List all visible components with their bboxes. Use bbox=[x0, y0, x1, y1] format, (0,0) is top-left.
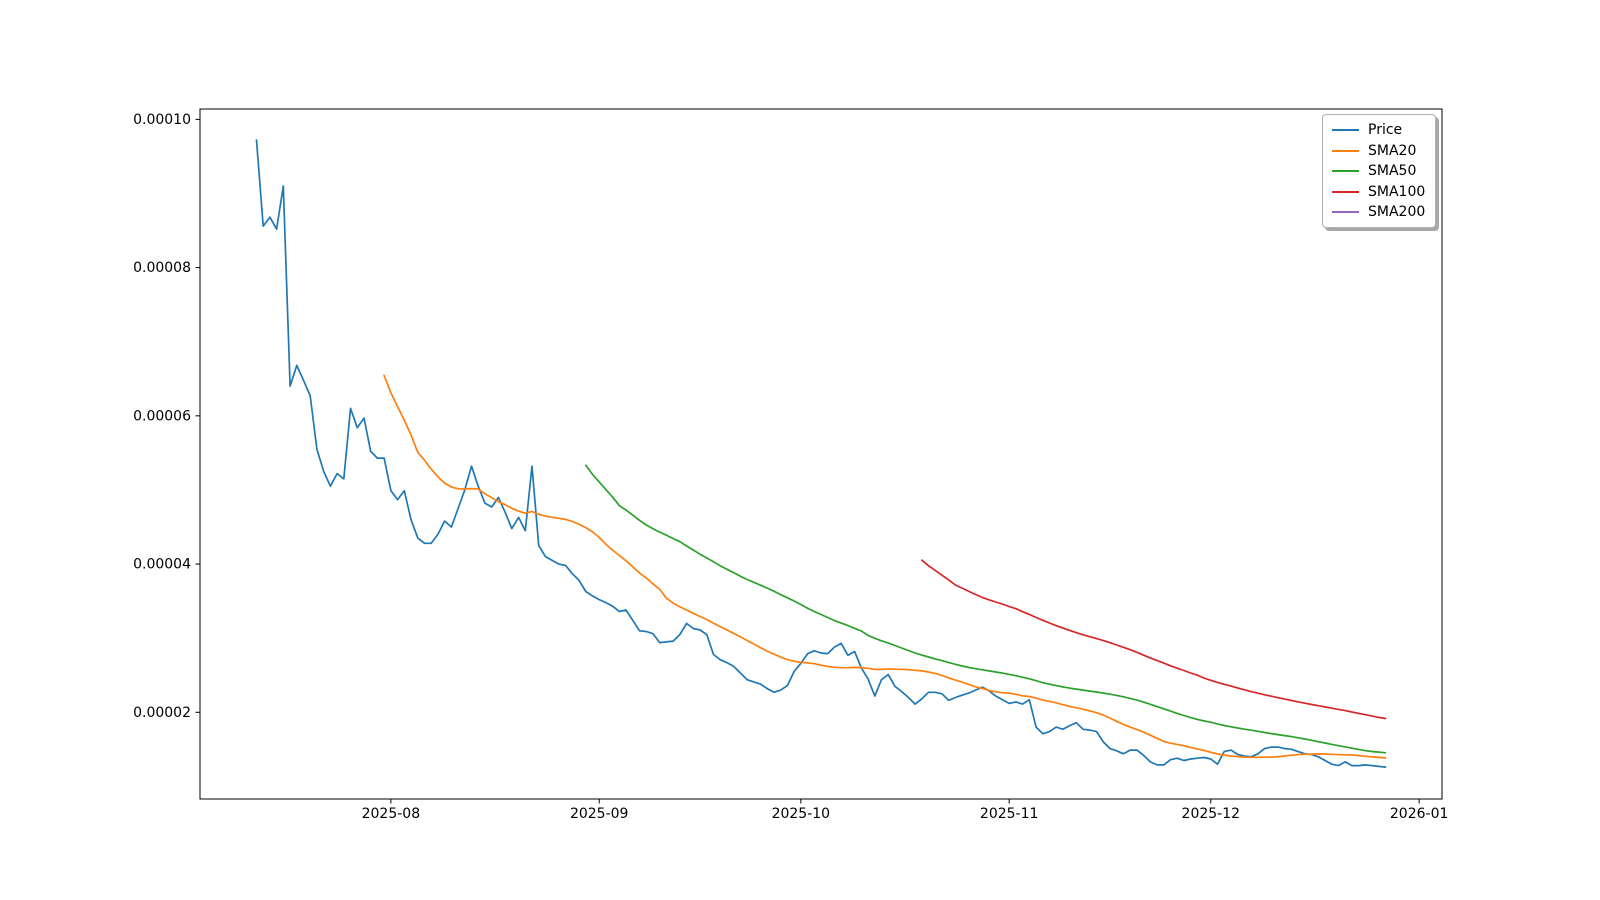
x-tick-label: 2025-08 bbox=[362, 806, 421, 822]
legend-item-price: Price bbox=[1332, 122, 1425, 138]
x-tick-label: 2026-01 bbox=[1390, 806, 1449, 822]
legend-label: SMA200 bbox=[1368, 204, 1426, 220]
y-tick-label: 0.00004 bbox=[133, 557, 191, 573]
legend-item-sma100: SMA100 bbox=[1332, 184, 1425, 200]
axes-frame bbox=[199, 108, 1443, 800]
y-tick-label: 0.00010 bbox=[133, 112, 191, 128]
x-tick-label: 2025-12 bbox=[1182, 806, 1241, 822]
x-tick-label: 2025-09 bbox=[570, 806, 629, 822]
legend-line-swatch-sma20 bbox=[1332, 149, 1359, 152]
legend-line-swatch-sma100 bbox=[1332, 190, 1359, 193]
legend-item-sma20: SMA20 bbox=[1332, 143, 1425, 159]
sma50-line bbox=[584, 464, 1387, 754]
legend-item-sma50: SMA50 bbox=[1332, 163, 1425, 179]
y-tick-label: 0.00002 bbox=[133, 705, 191, 721]
sma100-line bbox=[920, 559, 1387, 720]
legend-label: SMA20 bbox=[1368, 142, 1417, 159]
legend-label: SMA100 bbox=[1368, 183, 1426, 200]
x-tick-label: 2025-11 bbox=[980, 806, 1039, 822]
sma20-line bbox=[383, 374, 1387, 759]
legend-line-swatch-sma200 bbox=[1332, 211, 1359, 213]
x-tick-label: 2025-10 bbox=[772, 806, 831, 822]
legend: Price SMA20 SMA50 SMA100 SMA200 bbox=[1322, 114, 1437, 228]
legend-item-sma200: SMA200 bbox=[1332, 204, 1425, 220]
legend-line-swatch-sma50 bbox=[1332, 170, 1359, 172]
price-line bbox=[255, 139, 1387, 768]
legend-label: SMA50 bbox=[1368, 163, 1417, 179]
legend-line-swatch-price bbox=[1332, 129, 1359, 131]
y-tick-label: 0.00008 bbox=[133, 260, 191, 276]
y-tick-label: 0.00006 bbox=[133, 408, 191, 424]
legend-label: Price bbox=[1368, 122, 1403, 138]
